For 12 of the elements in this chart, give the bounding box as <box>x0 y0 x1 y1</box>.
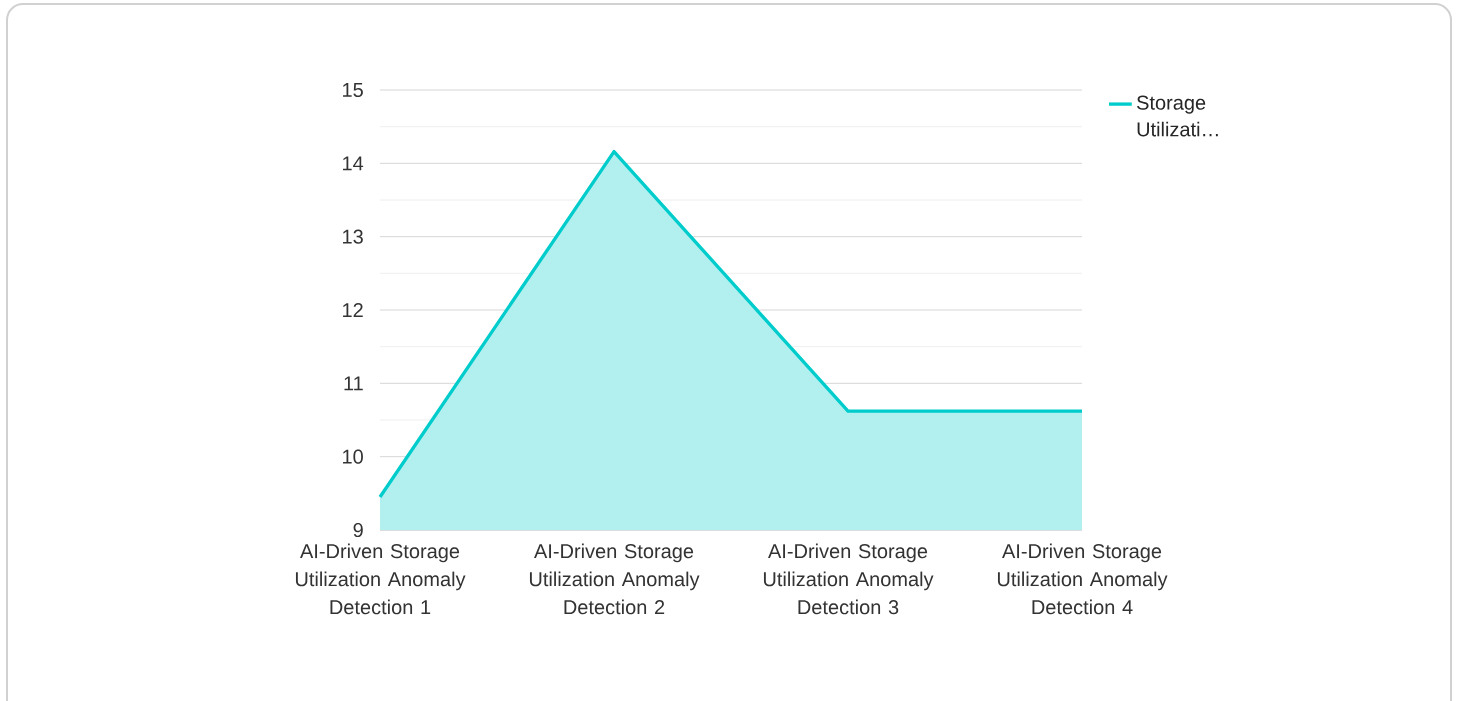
y-tick-label: 12 <box>343 303 363 317</box>
y-tick-label: 13 <box>343 229 363 244</box>
x-tick-label: AI-Driven Storage Utilization Anomaly Detection 4 <box>997 543 1168 615</box>
x-tick-label: AI-Driven Storage Utilization Anomaly Detection 1 <box>295 543 466 615</box>
y-tick-label: 14 <box>343 156 364 171</box>
y-tick-label: 15 <box>343 83 363 97</box>
y-tick-label: 9 <box>353 522 363 538</box>
y-tick-label: 10 <box>343 449 363 464</box>
legend-label: Storage Utilizati… <box>1137 95 1218 137</box>
x-tick-label: AI-Driven Storage Utilization Anomaly Detection 2 <box>529 543 700 615</box>
x-tick-label: AI-Driven Storage Utilization Anomaly Detection 3 <box>763 543 934 615</box>
y-tick-label: 11 <box>344 376 363 391</box>
